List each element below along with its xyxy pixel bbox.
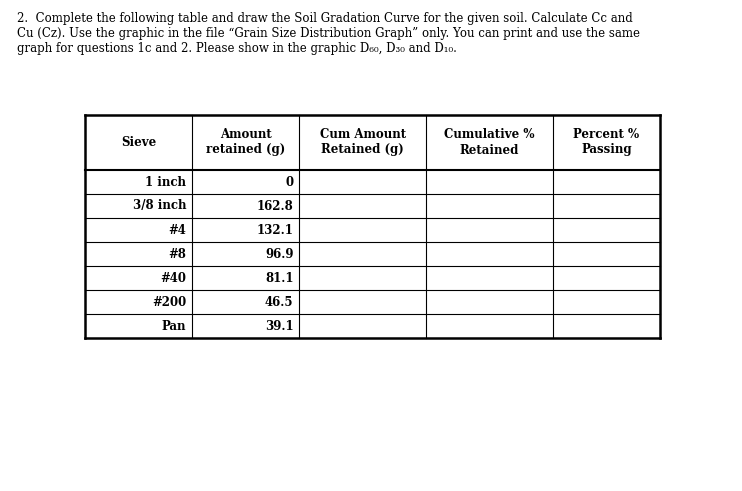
Text: #200: #200 bbox=[152, 296, 186, 308]
Text: Cum Amount
Retained (g): Cum Amount Retained (g) bbox=[320, 129, 406, 157]
Text: 46.5: 46.5 bbox=[265, 296, 293, 308]
Text: 2.  Complete the following table and draw the Soil Gradation Curve for the given: 2. Complete the following table and draw… bbox=[17, 12, 633, 25]
Text: Pan: Pan bbox=[162, 320, 186, 332]
Text: 1 inch: 1 inch bbox=[145, 175, 186, 189]
Text: #4: #4 bbox=[168, 223, 186, 237]
Text: Percent %
Passing: Percent % Passing bbox=[574, 129, 640, 157]
Text: 96.9: 96.9 bbox=[265, 247, 293, 261]
Text: graph for questions 1c and 2. Please show in the graphic D₆₀, D₃₀ and D₁₀.: graph for questions 1c and 2. Please sho… bbox=[17, 42, 457, 55]
Text: Sieve: Sieve bbox=[121, 136, 157, 149]
Text: Amount
retained (g): Amount retained (g) bbox=[206, 129, 286, 157]
Text: 132.1: 132.1 bbox=[257, 223, 293, 237]
Text: Cu (Cz). Use the graphic in the file “Grain Size Distribution Graph” only. You c: Cu (Cz). Use the graphic in the file “Gr… bbox=[17, 27, 640, 40]
Text: 39.1: 39.1 bbox=[265, 320, 293, 332]
Text: 81.1: 81.1 bbox=[265, 272, 293, 284]
Text: Cumulative %
Retained: Cumulative % Retained bbox=[444, 129, 535, 157]
Text: 162.8: 162.8 bbox=[257, 199, 293, 213]
Text: 0: 0 bbox=[285, 175, 293, 189]
Text: 3/8 inch: 3/8 inch bbox=[133, 199, 186, 213]
Text: #40: #40 bbox=[160, 272, 186, 284]
Text: #8: #8 bbox=[168, 247, 186, 261]
